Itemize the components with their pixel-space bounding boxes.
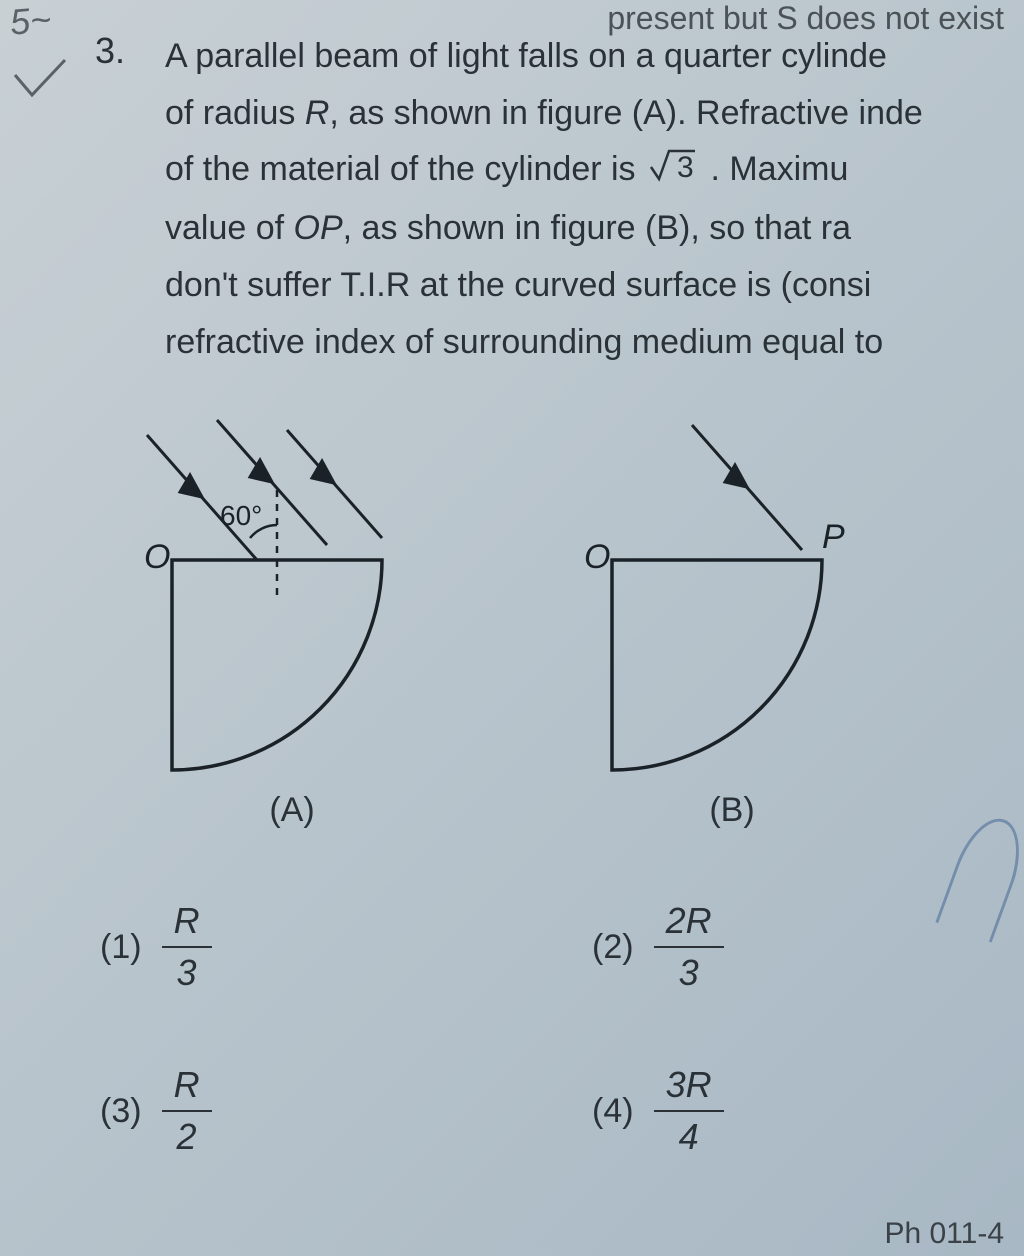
- sqrt-icon: 3: [649, 145, 697, 199]
- question-line-4: value of OP, as shown in figure (B), so …: [165, 202, 1024, 255]
- option-4-number: (4): [592, 1092, 634, 1131]
- option-2: (2) 2R 3: [592, 900, 1004, 994]
- option-2-fraction: 2R 3: [654, 900, 724, 994]
- svg-text:3: 3: [677, 151, 694, 183]
- point-o-label-b: O: [584, 538, 610, 576]
- question-line-1: A parallel beam of light falls on a quar…: [165, 30, 1024, 83]
- figure-a-label: (A): [269, 791, 314, 830]
- option-2-number: (2): [592, 928, 634, 967]
- option-1-fraction: R 3: [162, 900, 212, 994]
- option-3-number: (3): [100, 1092, 142, 1131]
- handwritten-mark: 5~: [8, 0, 53, 44]
- question-line-3: of the material of the cylinder is 3 . M…: [165, 143, 1024, 198]
- page-content: present but S does not exist 5~ 3. A par…: [0, 0, 1024, 1256]
- figure-b: O P (B): [542, 400, 922, 820]
- option-4: (4) 3R 4: [592, 1064, 1004, 1158]
- option-3-fraction: R 2: [162, 1064, 212, 1158]
- option-3: (3) R 2: [100, 1064, 512, 1158]
- question-number: 3.: [95, 30, 125, 72]
- figure-b-label: (B): [709, 791, 754, 830]
- figures-row: 60° O (A) O P (B): [0, 400, 1024, 840]
- question-text: A parallel beam of light falls on a quar…: [165, 30, 1024, 372]
- option-1: (1) R 3: [100, 900, 512, 994]
- page-footer-fragment: Ph 011-4: [884, 1217, 1004, 1251]
- question-line-6: refractive index of surrounding medium e…: [165, 316, 1024, 369]
- question-line-2: of radius R, as shown in figure (A). Ref…: [165, 87, 1024, 140]
- figure-a: 60° O (A): [102, 400, 482, 820]
- option-4-fraction: 3R 4: [654, 1064, 724, 1158]
- checkmark-icon: [10, 55, 70, 105]
- point-o-label: O: [144, 538, 170, 576]
- options-grid: (1) R 3 (2) 2R 3 (3) R 2 (4) 3R 4: [100, 900, 1004, 1158]
- question-line-5: don't suffer T.I.R at the curved surface…: [165, 259, 1024, 312]
- option-1-number: (1): [100, 928, 142, 967]
- angle-label: 60°: [220, 500, 262, 531]
- point-p-label: P: [822, 518, 845, 556]
